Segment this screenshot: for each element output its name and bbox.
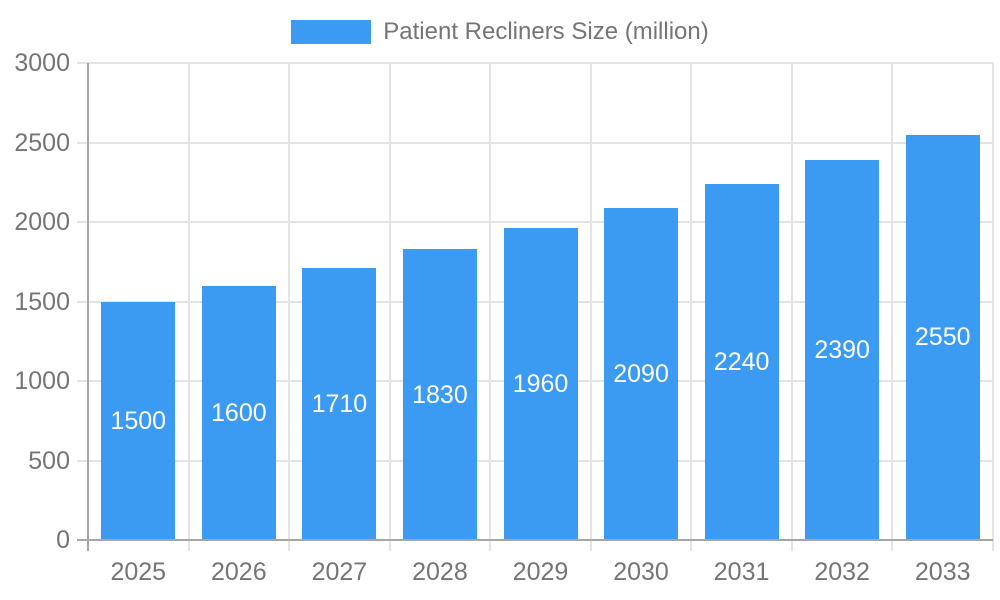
gridline-vertical <box>992 63 994 551</box>
gridline-horizontal <box>77 141 993 144</box>
y-axis-tick-label: 2000 <box>14 208 70 236</box>
bar-2027[interactable] <box>302 268 377 540</box>
legend[interactable]: Patient Recliners Size (million) <box>0 18 1000 46</box>
bar-2032[interactable] <box>805 159 880 540</box>
gridline-vertical <box>589 63 592 551</box>
gridline-vertical <box>388 63 391 551</box>
x-axis-tick-label: 2030 <box>613 558 669 586</box>
x-axis-tick-label: 2032 <box>814 558 870 586</box>
gridline-horizontal <box>77 221 993 223</box>
bar-value-label: 2090 <box>613 359 669 388</box>
bar-value-label: 1600 <box>211 398 267 427</box>
y-axis-tick-label: 1500 <box>14 287 70 316</box>
x-axis-tick-label: 2027 <box>311 558 368 586</box>
legend-label: Patient Recliners Size (million) <box>383 18 709 45</box>
bar-2025[interactable] <box>101 301 176 540</box>
bar-2033[interactable] <box>905 134 980 540</box>
bar-value-label: 2240 <box>713 347 770 376</box>
x-axis-tick-label: 2033 <box>914 558 971 586</box>
bar-value-label: 1500 <box>110 406 167 435</box>
bar-2031[interactable] <box>704 183 779 540</box>
bar-2029[interactable] <box>503 228 578 540</box>
gridline-vertical <box>891 63 894 551</box>
gridline-vertical <box>187 63 190 551</box>
bar-value-label: 2390 <box>814 335 870 364</box>
bar-value-label: 1830 <box>412 380 468 409</box>
x-axis-tick-label: 2025 <box>110 558 167 586</box>
y-axis-tick-label: 3000 <box>14 49 70 77</box>
y-axis-tick-label: 2500 <box>14 128 70 157</box>
x-axis-tick-label: 2026 <box>211 558 267 586</box>
bar-2028[interactable] <box>402 249 477 540</box>
legend-swatch <box>291 20 372 44</box>
gridline-horizontal <box>77 62 993 64</box>
x-axis-tick-label: 2031 <box>713 558 770 586</box>
x-axis-line <box>77 539 993 541</box>
y-axis-line <box>87 63 89 551</box>
gridline-vertical <box>790 63 793 551</box>
y-axis-tick-label: 0 <box>56 526 70 554</box>
gridline-vertical <box>288 63 291 551</box>
x-axis-tick-label: 2029 <box>512 558 569 586</box>
bar-2030[interactable] <box>604 207 679 540</box>
bar-2026[interactable] <box>201 285 276 540</box>
gridline-vertical <box>489 63 492 551</box>
x-axis-tick-label: 2028 <box>412 558 468 586</box>
bar-value-label: 2550 <box>914 323 971 352</box>
gridline-vertical <box>690 63 693 551</box>
y-axis-tick-label: 1000 <box>14 367 70 395</box>
y-axis-tick-label: 500 <box>28 446 70 475</box>
bar-value-label: 1960 <box>512 370 569 399</box>
bar-value-label: 1710 <box>311 390 368 419</box>
